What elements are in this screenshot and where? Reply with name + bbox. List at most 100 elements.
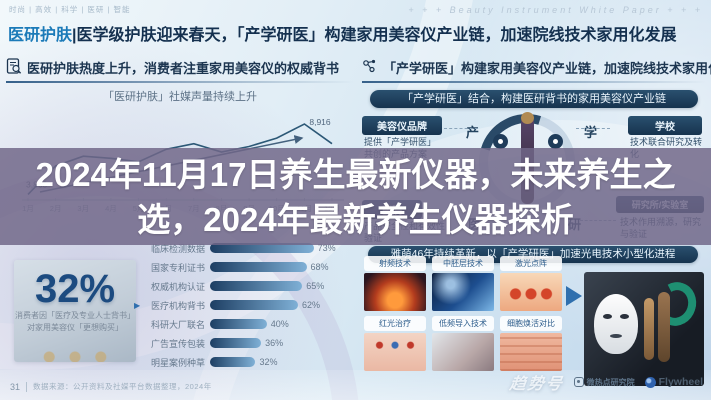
page-title: 医研护肤|医学级护肤迎来春天，「产学研医」构建家用美容仪产业链，加速院线技术家用… xyxy=(8,21,708,45)
arrow-right-icon xyxy=(566,286,582,306)
bar-row: ▶ 医疗机构背书 62% xyxy=(134,296,354,314)
tech-image-meso xyxy=(432,273,494,311)
bar-label: 明星案例种草 xyxy=(150,357,205,368)
tech-label: 细胞焕活对比 xyxy=(500,316,562,331)
stat-block: 32% 消费者因「医疗及专业人士背书」 对家用美容仪「更想购买」 xyxy=(14,260,136,362)
ring-node-icon xyxy=(493,134,508,149)
bar-label: 医疗机构背书 xyxy=(150,300,205,311)
ring-label-academy: 学 xyxy=(584,125,598,140)
bar xyxy=(210,243,314,253)
tech-label: 红光治疗 xyxy=(364,316,426,331)
bar-label: 广告宣传包装 xyxy=(150,338,205,349)
right-panel-header: 「产学研医」构建家用美容仪产业链，加速院线技术家用化 xyxy=(362,58,711,77)
tech-label: 低频导入技术 xyxy=(432,316,494,331)
bar xyxy=(210,262,307,272)
flywheel-logo: Flywheel xyxy=(644,376,703,388)
flywheel-icon xyxy=(644,376,656,388)
research-logo-icon xyxy=(573,377,584,387)
tech-image-ems xyxy=(432,333,494,371)
tech-image-skin xyxy=(500,333,562,371)
headline-highlight: 医研护肤 xyxy=(8,27,73,44)
bar-label: 科研大厂联名 xyxy=(150,319,205,330)
flywheel-text: Flywheel xyxy=(658,376,703,388)
bar-label: 权威机构认证 xyxy=(150,281,205,292)
bar xyxy=(210,300,299,310)
header-underline xyxy=(362,81,706,83)
footer-divider xyxy=(26,381,28,392)
tech-grid-row-1: 射频技术 中胚层技术 激光点阵 xyxy=(364,256,562,311)
left-panel-header: 医研护肤热度上升，消费者注重家用美容仪的权威背书 xyxy=(6,58,354,77)
bar xyxy=(210,357,256,367)
bar xyxy=(210,281,303,291)
bar-row: 临床检测数据 73% xyxy=(134,239,354,257)
dashed-connector xyxy=(576,128,610,129)
tech-cell: 低频导入技术 xyxy=(432,316,494,371)
dashed-connector xyxy=(444,128,478,129)
bar-value: 68% xyxy=(310,262,329,272)
bar-row: 科研大厂联名 40% xyxy=(134,315,354,333)
headline-rest: |医学级护肤迎来春天，「产学研医」构建家用美容仪产业链，加速院线技术家用化发展 xyxy=(72,27,677,44)
bar-row: 国家专利证书 68% xyxy=(134,258,354,276)
footer-logos: 趋势号 微热点研究院 Flywheel xyxy=(508,370,703,394)
banner-top: 「产学研医」结合，构建医研背书的家用美容仪产业链 xyxy=(370,90,698,108)
bar-row: 权威机构认证 65% xyxy=(134,277,354,295)
right-panel-title: 「产学研医」构建家用美容仪产业链，加速院线技术家用化 xyxy=(383,61,711,76)
header-underline xyxy=(6,81,354,83)
ring-label-industry: 产 xyxy=(466,125,480,140)
tech-cell: 中胚层技术 xyxy=(432,256,494,311)
overlay-title-band: 2024年11月17日养生最新仪器，未来养生之 选，2024年最新养生仪器探析 xyxy=(0,148,711,245)
watermark-logo: 趋势号 xyxy=(508,376,565,393)
beauty-wand-device xyxy=(644,298,654,360)
tech-label: 射频技术 xyxy=(364,256,426,271)
beauty-wand-device xyxy=(658,292,670,362)
report-magnifier-icon xyxy=(6,58,22,77)
bar-chart: 临床检测数据 73% 国家专利证书 68% 权威机构认证 65% ▶ 医疗机构背书 62% 科研大… xyxy=(134,239,354,372)
research-logo-text: 微热点研究院 xyxy=(586,377,635,387)
stat-value: 32% xyxy=(34,267,116,311)
bar-value: 32% xyxy=(259,357,278,367)
tech-label: 中胚层技术 xyxy=(432,256,494,271)
tech-cell: 激光点阵 xyxy=(500,256,562,311)
tech-cell: 细胞焕活对比 xyxy=(500,316,562,371)
page-footer: 31 数据来源：公开资料及社媒平台数据整理，2024年 xyxy=(10,381,212,392)
svg-text:8,916: 8,916 xyxy=(309,117,331,127)
top-tags: 时尚 | 高效 | 科学 | 医研 | 智能 xyxy=(9,5,131,14)
bar-value: 62% xyxy=(302,300,321,310)
tech-image-laser xyxy=(500,273,562,311)
overlay-title-line2: 选，2024年最新养生仪器探析 xyxy=(137,200,574,238)
bar-label: 国家专利证书 xyxy=(150,262,205,273)
research-logo: 微热点研究院 xyxy=(573,377,635,388)
diagram-box-brand-title: 美容仪品牌 xyxy=(362,116,442,135)
bar-value: 65% xyxy=(306,281,325,291)
left-panel: 医研护肤热度上升，消费者注重家用美容仪的权威背书 「医研护肤」社媒声量持续上升 … xyxy=(6,58,354,374)
stat-caption-2: 对家用美容仪「更想购买」 xyxy=(27,323,123,332)
overlay-title-line1: 2024年11月17日养生最新仪器，未来养生之 xyxy=(35,155,676,193)
product-photo xyxy=(584,272,704,386)
tech-cell: 红光治疗 xyxy=(364,316,426,371)
bar xyxy=(210,319,267,329)
ring-node-icon xyxy=(548,134,563,149)
left-panel-title: 医研护肤热度上升，消费者注重家用美容仪的权威背书 xyxy=(27,61,340,76)
highlight-arrow-icon: ▶ xyxy=(134,300,141,310)
right-panel: 「产学研医」构建家用美容仪产业链，加速院线技术家用化 「产学研医」结合，构建医研… xyxy=(362,58,711,386)
bar xyxy=(210,338,262,348)
bar-row: 广告宣传包装 36% xyxy=(134,334,354,352)
tech-image-redlight xyxy=(364,333,426,371)
tech-cell: 射频技术 xyxy=(364,256,426,311)
top-watermark: + + + Beauty Instrument White Paper + + … xyxy=(408,5,703,15)
tech-image-rf xyxy=(364,273,426,311)
page-number: 31 xyxy=(10,381,21,392)
bar-label: 临床检测数据 xyxy=(150,243,205,254)
stat-caption-1: 消费者因「医疗及专业人士背书」 xyxy=(15,311,135,320)
data-source: 数据来源：公开资料及社媒平台数据整理，2024年 xyxy=(33,382,212,391)
bar-value: 73% xyxy=(317,243,336,253)
bar-row: 明星案例种草 32% xyxy=(134,353,354,371)
line-chart-title: 「医研护肤」社媒声量持续上升 xyxy=(103,91,257,103)
bar-value: 36% xyxy=(265,338,284,348)
diagram-box-school-title: 学校 xyxy=(628,116,702,135)
bar-value: 40% xyxy=(270,319,289,329)
molecule-icon xyxy=(362,58,378,77)
face-mask-device xyxy=(594,294,638,354)
tech-grid-row-2: 红光治疗 低频导入技术 细胞焕活对比 xyxy=(364,316,562,371)
